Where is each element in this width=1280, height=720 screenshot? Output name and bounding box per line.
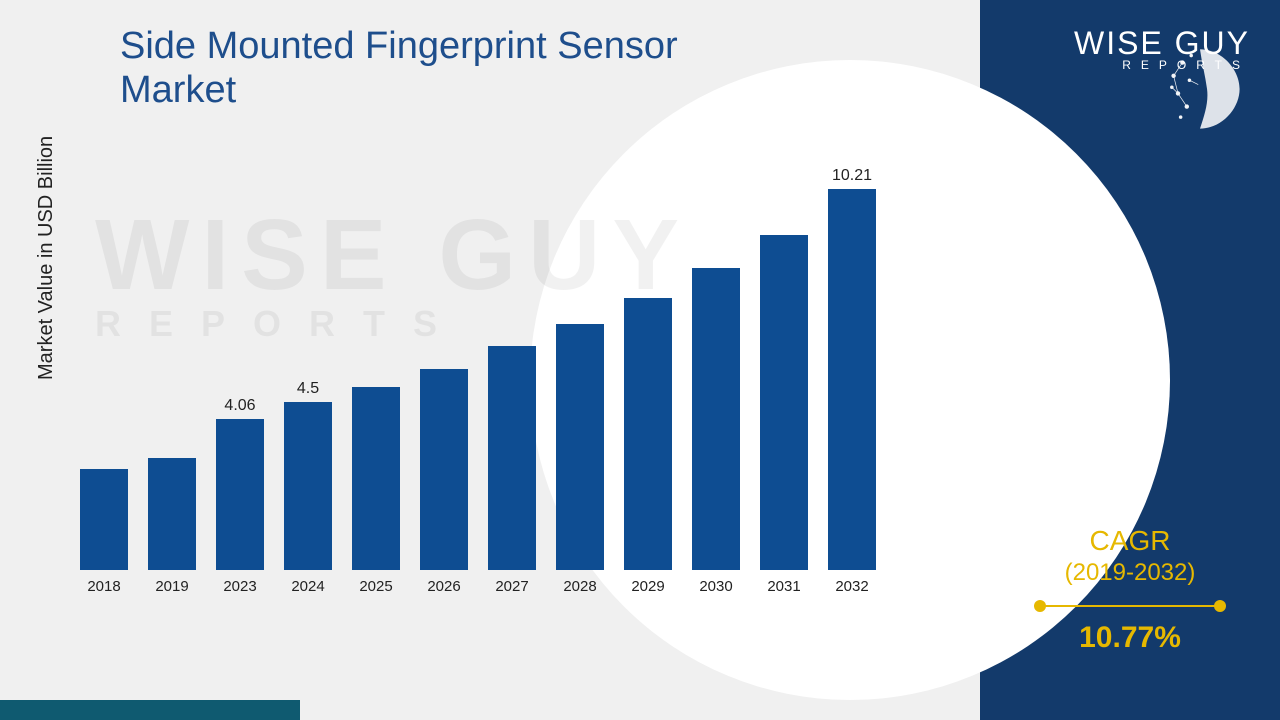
brand-face-icon bbox=[1156, 45, 1244, 133]
bar-2026 bbox=[420, 369, 468, 570]
bar-2030 bbox=[692, 268, 740, 570]
x-tick-2025: 2025 bbox=[352, 578, 400, 595]
bar-2018 bbox=[80, 469, 128, 570]
bar-fill bbox=[556, 324, 604, 570]
bar-fill bbox=[760, 235, 808, 570]
bar-fill bbox=[216, 419, 264, 570]
cagr-panel: CAGR (2019-2032) 10.77% bbox=[1010, 525, 1250, 655]
bar-value-label: 4.5 bbox=[284, 380, 332, 398]
x-tick-2027: 2027 bbox=[488, 578, 536, 595]
brand-logo: WISE GUY REPORTS bbox=[1074, 25, 1250, 72]
bar-2027 bbox=[488, 346, 536, 570]
bar-fill bbox=[624, 298, 672, 570]
x-tick-2019: 2019 bbox=[148, 578, 196, 595]
bar-2024: 4.5 bbox=[284, 402, 332, 570]
chart-canvas: WISE GUY REPORTS Side Mounted Fingerprin… bbox=[0, 0, 1280, 720]
x-tick-2028: 2028 bbox=[556, 578, 604, 595]
x-tick-2031: 2031 bbox=[760, 578, 808, 595]
bar-fill bbox=[148, 458, 196, 570]
bar-chart: 201820194.0620234.5202420252026202720282… bbox=[80, 160, 900, 570]
bar-2025 bbox=[352, 387, 400, 570]
cagr-label: CAGR bbox=[1010, 525, 1250, 557]
bar-fill bbox=[284, 402, 332, 570]
y-axis-label: Market Value in USD Billion bbox=[35, 136, 58, 380]
x-tick-2030: 2030 bbox=[692, 578, 740, 595]
chart-title: Side Mounted Fingerprint Sensor Market bbox=[120, 25, 760, 112]
cagr-rule bbox=[1040, 605, 1220, 607]
bar-fill bbox=[352, 387, 400, 570]
bar-2028 bbox=[556, 324, 604, 570]
footer-accent-bar bbox=[0, 700, 300, 720]
cagr-rule-dot-left bbox=[1034, 600, 1046, 612]
x-tick-2023: 2023 bbox=[216, 578, 264, 595]
bar-value-label: 10.21 bbox=[828, 167, 876, 185]
bar-fill bbox=[692, 268, 740, 570]
bar-value-label: 4.06 bbox=[216, 397, 264, 415]
cagr-rule-dot-right bbox=[1214, 600, 1226, 612]
x-tick-2026: 2026 bbox=[420, 578, 468, 595]
x-tick-2018: 2018 bbox=[80, 578, 128, 595]
bar-fill bbox=[488, 346, 536, 570]
bar-2032: 10.21 bbox=[828, 189, 876, 570]
bar-2023: 4.06 bbox=[216, 419, 264, 570]
cagr-value: 10.77% bbox=[1010, 621, 1250, 655]
x-tick-2032: 2032 bbox=[828, 578, 876, 595]
bar-2031 bbox=[760, 235, 808, 570]
x-tick-2024: 2024 bbox=[284, 578, 332, 595]
bar-fill bbox=[420, 369, 468, 570]
bar-fill bbox=[828, 189, 876, 570]
bar-2019 bbox=[148, 458, 196, 570]
bar-fill bbox=[80, 469, 128, 570]
cagr-range: (2019-2032) bbox=[1010, 559, 1250, 587]
x-tick-2029: 2029 bbox=[624, 578, 672, 595]
bar-2029 bbox=[624, 298, 672, 570]
